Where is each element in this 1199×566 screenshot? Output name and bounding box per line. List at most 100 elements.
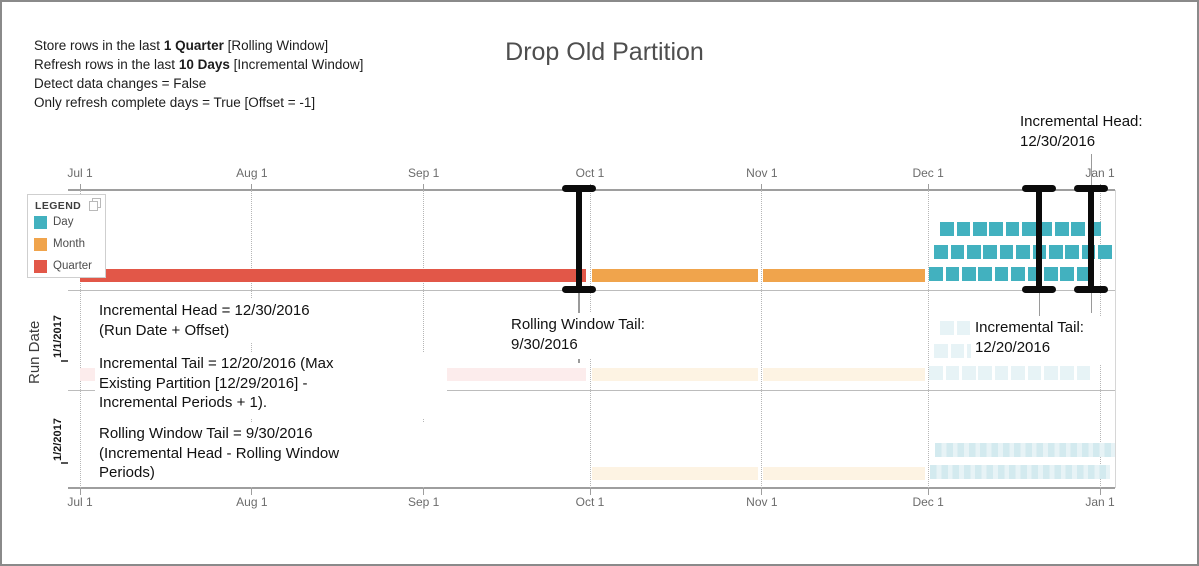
axis-label-top: Jan 1 bbox=[1085, 166, 1115, 180]
month-partition-bar bbox=[592, 269, 758, 282]
marker-ibeam-line bbox=[1088, 188, 1095, 289]
day-partition-square bbox=[929, 267, 943, 281]
legend-item-day[interactable]: Day bbox=[34, 216, 102, 230]
day-partition-square bbox=[950, 344, 965, 358]
day-partition-square bbox=[967, 245, 981, 259]
day-partition-square bbox=[1060, 267, 1074, 281]
month-partition-bar bbox=[762, 467, 925, 480]
day-partition-square bbox=[978, 366, 992, 380]
rolling-window-tail-callout: Rolling Window Tail: 9/30/2016 bbox=[507, 313, 688, 359]
day-partition-square bbox=[994, 366, 1009, 380]
incremental-tail-note: Incremental Tail = 12/20/2016 (Max Exist… bbox=[95, 352, 447, 418]
day-partition-square bbox=[989, 222, 1003, 236]
policy-text: [Incremental Window] bbox=[229, 57, 364, 72]
policy-text: Refresh rows in the last bbox=[34, 57, 179, 72]
day-partition-square bbox=[934, 245, 948, 259]
marker-connector-line bbox=[1090, 293, 1093, 313]
month-swatch bbox=[34, 238, 47, 251]
axis-label-bottom: Dec 1 bbox=[912, 495, 944, 509]
policy-value: 10 Days bbox=[178, 57, 230, 72]
month-partition-bar bbox=[592, 467, 758, 480]
incremental-head-note: Incremental Head = 12/30/2016 (Run Date … bbox=[95, 299, 381, 343]
day-partition-square bbox=[940, 222, 954, 236]
day-partition-square bbox=[956, 222, 971, 236]
axis-label-top: Nov 1 bbox=[746, 166, 778, 180]
marker-connector-line bbox=[1090, 154, 1093, 186]
policy-text: Only refresh complete days = True [Offse… bbox=[34, 95, 316, 110]
day-stripe-bar bbox=[934, 443, 1115, 457]
copy-icon-front-square bbox=[89, 201, 98, 211]
day-partition-square bbox=[1011, 267, 1025, 281]
axis-label-top: Aug 1 bbox=[236, 166, 268, 180]
policy-line: Refresh rows in the last 10 Days [Increm… bbox=[34, 55, 363, 74]
axis-tick-bottom bbox=[251, 488, 253, 495]
axis-label-bottom: Oct 1 bbox=[575, 495, 605, 509]
day-partition-square bbox=[934, 344, 948, 358]
day-partition-square bbox=[945, 267, 960, 281]
row-divider bbox=[68, 390, 1115, 391]
row-axis-tick bbox=[61, 360, 68, 362]
day-partition-square bbox=[978, 267, 992, 281]
day-partition-square bbox=[999, 245, 1014, 259]
day-partition-square bbox=[1060, 366, 1074, 380]
day-partition-square bbox=[973, 222, 987, 236]
day-partition-square bbox=[1027, 366, 1042, 380]
day-partition-square bbox=[929, 366, 943, 380]
axis-tick-top bbox=[251, 183, 253, 190]
marker-ibeam-bottom-cap bbox=[1022, 286, 1057, 293]
day-partition-square bbox=[945, 366, 960, 380]
policy-value: 1 Quarter bbox=[163, 38, 224, 53]
policy-line: Detect data changes = False bbox=[34, 74, 363, 93]
axis-tick-top bbox=[927, 183, 929, 190]
day-partition-square bbox=[1055, 222, 1069, 236]
axis-tick-bottom bbox=[927, 488, 929, 495]
legend-item-label: Day bbox=[53, 216, 74, 228]
axis-label-bottom: Sep 1 bbox=[408, 495, 440, 509]
page-title: Drop Old Partition bbox=[505, 38, 704, 66]
day-partition-square bbox=[1044, 366, 1058, 380]
axis-tick-top bbox=[761, 183, 763, 190]
bottom-axis-line bbox=[68, 487, 1115, 489]
axis-tick-bottom bbox=[423, 488, 425, 495]
quarter-partition-bar bbox=[80, 269, 586, 282]
incremental-tail-callout: Incremental Tail: 12/20/2016 bbox=[971, 316, 1114, 364]
day-partition-square bbox=[1005, 222, 1020, 236]
day-partition-square bbox=[1044, 267, 1058, 281]
day-partition-square bbox=[962, 267, 976, 281]
marker-ibeam-line bbox=[575, 188, 582, 289]
axis-label-bottom: Aug 1 bbox=[236, 495, 268, 509]
rolling-window-tail-note: Rolling Window Tail = 9/30/2016 (Increme… bbox=[95, 422, 467, 486]
axis-label-bottom: Nov 1 bbox=[746, 495, 778, 509]
policy-text: Detect data changes = False bbox=[34, 76, 207, 91]
copy-icon[interactable] bbox=[88, 198, 101, 211]
legend-item-quarter[interactable]: Quarter bbox=[34, 260, 102, 274]
axis-label-bottom: Jan 1 bbox=[1085, 495, 1115, 509]
legend-item-month[interactable]: Month bbox=[34, 238, 102, 252]
day-swatch bbox=[34, 216, 47, 229]
day-partition-square bbox=[1065, 245, 1079, 259]
day-partition-square bbox=[1016, 245, 1030, 259]
legend: LEGEND Day Month Quarter bbox=[27, 194, 106, 278]
quarter-swatch bbox=[34, 260, 47, 273]
axis-label-top: Jul 1 bbox=[67, 166, 93, 180]
day-partition-square bbox=[1071, 222, 1085, 236]
policy-text: [Rolling Window] bbox=[223, 38, 329, 53]
plot-right-border bbox=[1115, 190, 1116, 488]
gridline bbox=[761, 190, 763, 488]
axis-tick-top bbox=[423, 183, 425, 190]
month-partition-bar bbox=[762, 368, 925, 381]
day-partition-square bbox=[1098, 245, 1112, 259]
day-partition-square bbox=[1022, 222, 1036, 236]
axis-label-bottom: Jul 1 bbox=[67, 495, 93, 509]
axis-label-top: Sep 1 bbox=[408, 166, 440, 180]
row-axis-tick bbox=[61, 462, 68, 464]
policy-text: Store rows in the last bbox=[34, 38, 164, 53]
day-partition-square bbox=[956, 321, 971, 335]
policy-line: Store rows in the last 1 Quarter [Rollin… bbox=[34, 36, 363, 55]
axis-label-top: Dec 1 bbox=[912, 166, 944, 180]
day-partition-square bbox=[1011, 366, 1025, 380]
legend-title: LEGEND bbox=[35, 200, 82, 212]
day-partition-square bbox=[983, 245, 997, 259]
day-partition-square bbox=[1038, 222, 1053, 236]
